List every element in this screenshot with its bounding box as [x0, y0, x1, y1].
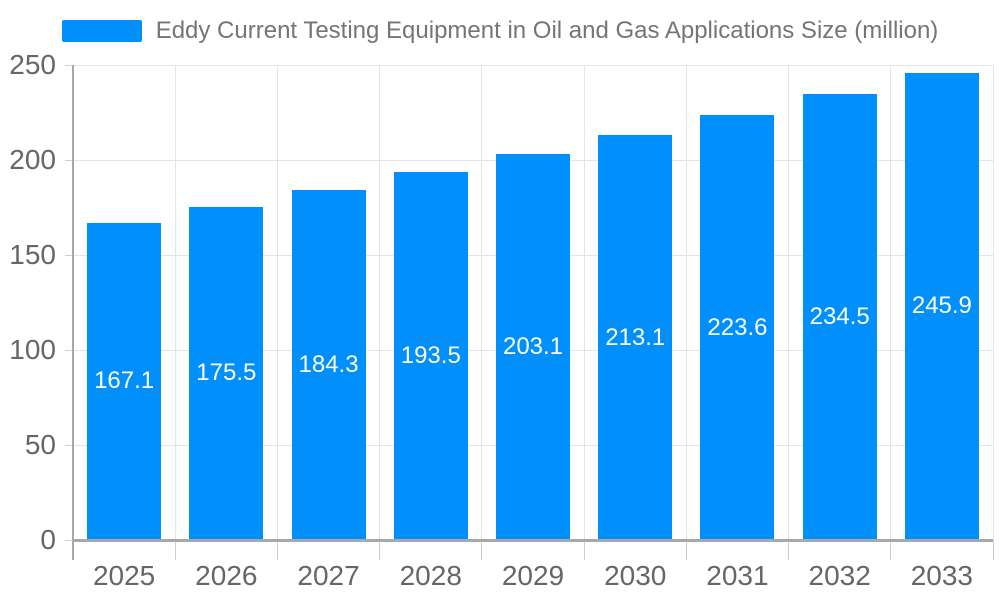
legend-item[interactable]: Eddy Current Testing Equipment in Oil an… [0, 19, 1000, 43]
bar-2029[interactable] [496, 154, 570, 540]
x-axis-tick-label: 2032 [808, 560, 871, 591]
bar-2031[interactable] [700, 115, 775, 540]
x-gridline [379, 65, 381, 540]
x-gridline [788, 65, 790, 540]
bar-2026[interactable] [189, 206, 264, 540]
x-axis-tick [788, 540, 790, 560]
x-axis-tick-label: 2033 [910, 560, 974, 591]
bar-2025[interactable] [87, 222, 162, 540]
y-axis-tick [65, 539, 73, 541]
y-axis-tick [65, 159, 73, 161]
x-axis-tick-label: 2026 [195, 560, 258, 591]
x-axis-tick [890, 540, 892, 560]
legend-series-marker [61, 20, 142, 42]
y-axis-tick-label: 150 [9, 239, 56, 270]
y-axis-tick-label: 200 [9, 144, 56, 175]
x-axis-line [73, 539, 993, 542]
x-axis-tick [992, 540, 994, 560]
y-axis-tick [65, 254, 73, 256]
x-gridline [174, 65, 176, 540]
x-axis-tick [276, 540, 278, 560]
bar-2033[interactable] [904, 72, 979, 540]
y-axis-tick-label: 50 [24, 429, 56, 460]
y-axis-tick [65, 349, 73, 351]
y-axis-tick-label: 0 [40, 524, 56, 555]
x-axis-tick-label: 2031 [706, 560, 769, 591]
y-axis-tick [65, 444, 73, 446]
y-axis-tick-label: 100 [9, 334, 56, 365]
y-gridline [73, 64, 993, 66]
x-axis-tick-label: 2028 [399, 560, 462, 591]
x-gridline [890, 65, 892, 540]
x-axis-tick-label: 2027 [297, 560, 360, 591]
x-axis-tick-label: 2025 [92, 560, 156, 591]
x-axis-tick [481, 540, 483, 560]
x-axis-tick [583, 540, 585, 560]
x-gridline [685, 65, 687, 540]
bar-2027[interactable] [291, 189, 366, 540]
legend-series-label: Eddy Current Testing Equipment in Oil an… [155, 17, 939, 44]
x-axis-tick [685, 540, 687, 560]
y-axis-tick [65, 64, 73, 66]
x-axis-tick [379, 540, 381, 560]
bar-2030[interactable] [598, 135, 673, 540]
x-axis-tick-label: 2030 [604, 560, 667, 591]
x-gridline [481, 65, 483, 540]
y-axis-line [72, 65, 74, 560]
x-axis-tick-label: 2029 [501, 560, 565, 591]
bar-2032[interactable] [802, 94, 877, 540]
bar-2028[interactable] [393, 172, 468, 540]
x-gridline [583, 65, 585, 540]
x-gridline [276, 65, 278, 540]
x-axis-tick [174, 540, 176, 560]
y-axis-tick-label: 250 [9, 49, 56, 80]
x-gridline [992, 65, 994, 540]
